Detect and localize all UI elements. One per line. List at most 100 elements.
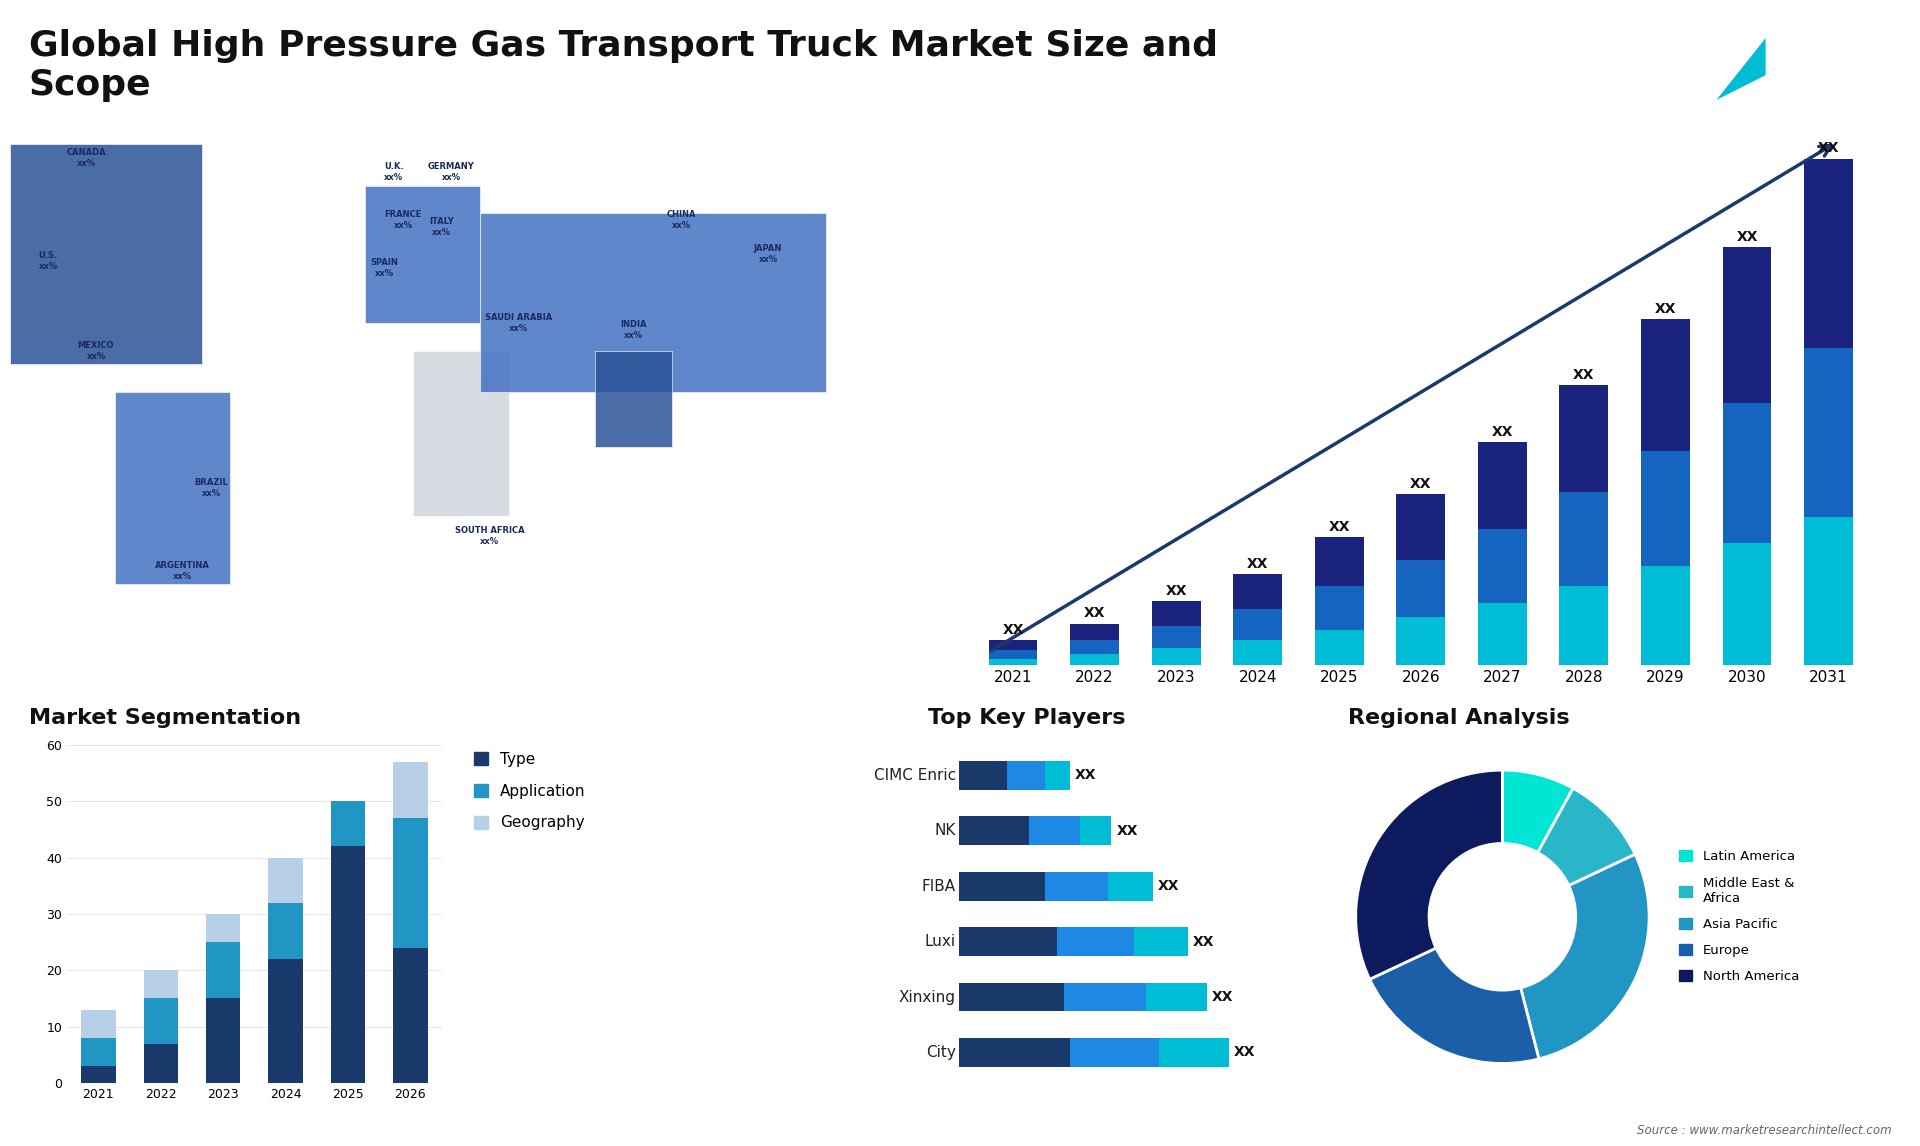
Bar bbox=[1559, 492, 1609, 587]
Bar bbox=[1805, 517, 1853, 665]
Bar bbox=[958, 872, 1044, 901]
Bar bbox=[1805, 158, 1853, 348]
Bar bbox=[1146, 982, 1208, 1012]
Bar bbox=[205, 915, 240, 942]
Bar bbox=[205, 942, 240, 998]
Bar bbox=[1642, 450, 1690, 566]
Text: XX: XX bbox=[1083, 606, 1106, 620]
Bar bbox=[1069, 639, 1119, 654]
Text: XX: XX bbox=[1192, 935, 1213, 949]
Bar bbox=[115, 392, 230, 584]
Bar bbox=[269, 857, 303, 903]
Text: SPAIN
xx%: SPAIN xx% bbox=[371, 258, 397, 278]
Bar bbox=[1044, 872, 1108, 901]
Bar bbox=[1478, 603, 1526, 665]
Text: XX: XX bbox=[1655, 301, 1676, 316]
Text: FIBA: FIBA bbox=[922, 879, 956, 894]
Bar bbox=[1722, 543, 1772, 665]
Text: Global High Pressure Gas Transport Truck Market Size and
Scope: Global High Pressure Gas Transport Truck… bbox=[29, 29, 1217, 102]
Text: MARKET: MARKET bbox=[1789, 46, 1826, 55]
Bar bbox=[81, 1038, 115, 1066]
Bar bbox=[1396, 618, 1446, 665]
Bar bbox=[1478, 442, 1526, 529]
Text: XX: XX bbox=[1572, 368, 1596, 382]
Bar bbox=[330, 801, 365, 846]
Legend: Type, Application, Geography: Type, Application, Geography bbox=[468, 746, 591, 837]
Bar bbox=[144, 1044, 179, 1083]
Bar bbox=[1029, 816, 1079, 846]
Text: BRAZIL
xx%: BRAZIL xx% bbox=[194, 478, 228, 499]
Text: XX: XX bbox=[1246, 557, 1269, 571]
Bar bbox=[1152, 601, 1200, 626]
Bar bbox=[958, 761, 1006, 790]
Bar bbox=[1160, 1038, 1229, 1067]
Text: SOUTH AFRICA
xx%: SOUTH AFRICA xx% bbox=[455, 526, 524, 547]
Bar bbox=[1133, 927, 1188, 956]
Text: Source : www.marketresearchintellect.com: Source : www.marketresearchintellect.com bbox=[1636, 1124, 1891, 1137]
Bar bbox=[1559, 587, 1609, 665]
Bar bbox=[989, 650, 1037, 659]
Bar bbox=[1642, 566, 1690, 665]
Bar bbox=[81, 1010, 115, 1038]
Text: GERMANY
xx%: GERMANY xx% bbox=[428, 162, 474, 182]
Text: MEXICO
xx%: MEXICO xx% bbox=[77, 340, 115, 361]
Text: XX: XX bbox=[1736, 229, 1759, 244]
Text: SAUDI ARABIA
xx%: SAUDI ARABIA xx% bbox=[484, 313, 553, 333]
Bar bbox=[81, 1066, 115, 1083]
Wedge shape bbox=[1501, 770, 1572, 853]
Text: Luxi: Luxi bbox=[925, 934, 956, 949]
Bar bbox=[958, 816, 1029, 846]
Text: XX: XX bbox=[1492, 425, 1513, 439]
Wedge shape bbox=[1521, 855, 1649, 1059]
Bar bbox=[1722, 403, 1772, 543]
Text: Xinxing: Xinxing bbox=[899, 989, 956, 1005]
Text: ARGENTINA
xx%: ARGENTINA xx% bbox=[156, 560, 209, 581]
Bar bbox=[144, 971, 179, 998]
Bar bbox=[1233, 574, 1283, 610]
Text: FRANCE
xx%: FRANCE xx% bbox=[384, 210, 422, 230]
Bar bbox=[1396, 494, 1446, 559]
Bar bbox=[1315, 629, 1363, 665]
Bar bbox=[269, 959, 303, 1083]
Bar bbox=[1069, 1038, 1160, 1067]
Bar bbox=[394, 948, 428, 1083]
Bar bbox=[365, 186, 480, 323]
Text: XX: XX bbox=[1075, 768, 1096, 783]
Text: City: City bbox=[925, 1045, 956, 1060]
Text: CHINA
xx%: CHINA xx% bbox=[666, 210, 697, 230]
Text: XX: XX bbox=[1329, 520, 1350, 534]
Text: XX: XX bbox=[1212, 990, 1233, 1004]
Bar bbox=[413, 351, 509, 516]
Bar bbox=[1396, 559, 1446, 618]
Bar bbox=[1152, 626, 1200, 649]
Bar bbox=[394, 818, 428, 948]
Polygon shape bbox=[1667, 38, 1766, 100]
Text: XX: XX bbox=[1818, 141, 1839, 155]
Bar bbox=[480, 213, 826, 392]
Bar bbox=[330, 846, 365, 1083]
Bar bbox=[1064, 982, 1146, 1012]
Bar bbox=[205, 998, 240, 1083]
Wedge shape bbox=[1369, 948, 1538, 1063]
Text: U.S.
xx%: U.S. xx% bbox=[38, 251, 58, 272]
Legend: Latin America, Middle East &
Africa, Asia Pacific, Europe, North America: Latin America, Middle East & Africa, Asi… bbox=[1674, 845, 1805, 989]
Text: CANADA
xx%: CANADA xx% bbox=[67, 148, 106, 168]
Bar bbox=[1559, 385, 1609, 492]
Bar bbox=[1152, 649, 1200, 665]
Text: XX: XX bbox=[1002, 622, 1023, 637]
Bar bbox=[1805, 348, 1853, 517]
Bar bbox=[1069, 654, 1119, 665]
Bar bbox=[1044, 761, 1069, 790]
Text: U.K.
xx%: U.K. xx% bbox=[384, 162, 403, 182]
Bar bbox=[144, 998, 179, 1044]
Text: CIMC Enric: CIMC Enric bbox=[874, 768, 956, 783]
Text: XX: XX bbox=[1165, 583, 1187, 597]
Bar bbox=[958, 982, 1064, 1012]
Text: Top Key Players: Top Key Players bbox=[929, 708, 1125, 728]
Bar bbox=[1058, 927, 1133, 956]
Text: Regional Analysis: Regional Analysis bbox=[1348, 708, 1571, 728]
Text: INDIA
xx%: INDIA xx% bbox=[620, 320, 647, 340]
Text: Market Segmentation: Market Segmentation bbox=[29, 708, 301, 728]
Bar bbox=[989, 659, 1037, 665]
Text: XX: XX bbox=[1158, 879, 1179, 893]
